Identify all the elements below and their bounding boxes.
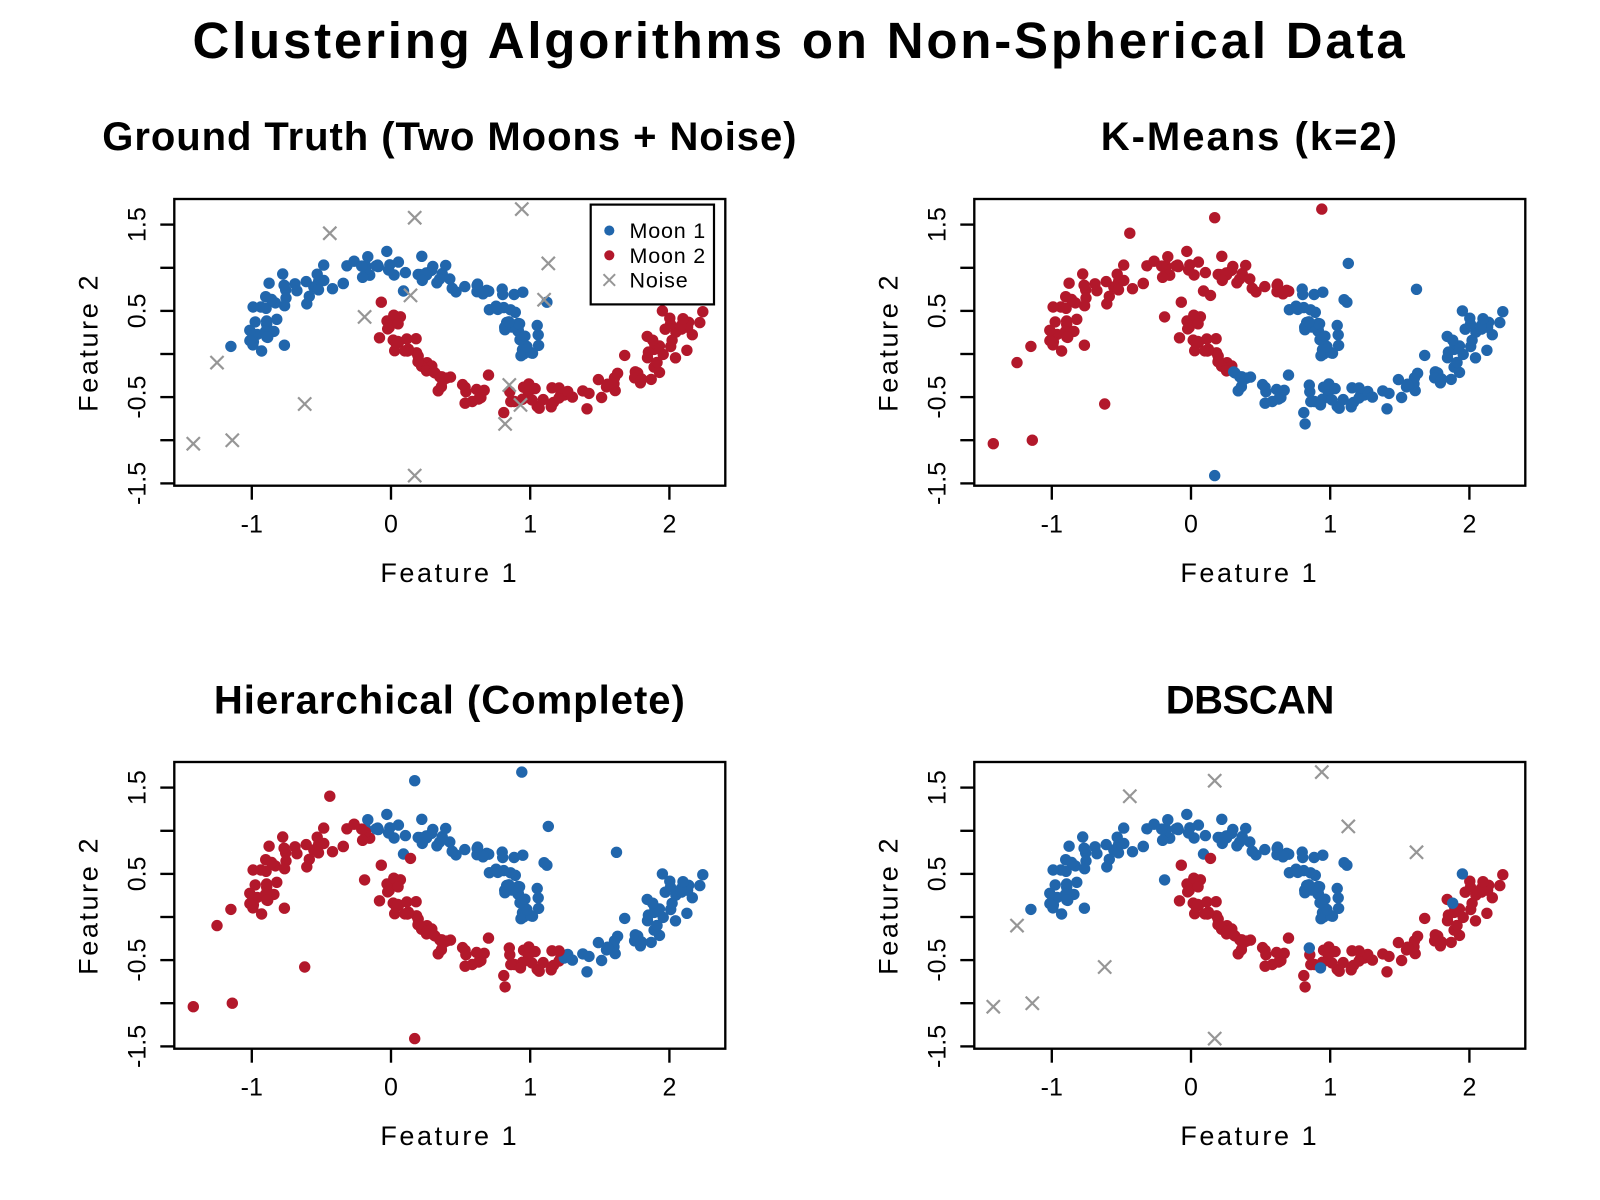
svg-text:Feature 1: Feature 1 [1180,1121,1319,1151]
svg-text:-1.5: -1.5 [923,1025,951,1068]
svg-text:1: 1 [523,1074,537,1102]
svg-text:-0.5: -0.5 [923,939,951,982]
svg-text:-0.5: -0.5 [923,376,951,419]
svg-text:Hierarchical (Complete): Hierarchical (Complete) [214,679,686,723]
svg-text:-1: -1 [241,511,263,539]
svg-text:-1: -1 [1041,511,1063,539]
svg-text:Moon 1: Moon 1 [630,219,707,243]
svg-text:K-Means (k=2): K-Means (k=2) [1101,115,1399,159]
svg-text:2: 2 [1462,511,1476,539]
svg-text:-1.5: -1.5 [123,1025,151,1068]
svg-text:Noise: Noise [630,269,689,293]
svg-text:-0.5: -0.5 [123,939,151,982]
svg-text:DBSCAN: DBSCAN [1166,679,1334,723]
svg-text:2: 2 [662,511,676,539]
svg-text:Feature 2: Feature 2 [73,273,103,412]
svg-text:1: 1 [523,511,537,539]
svg-text:Feature 2: Feature 2 [73,836,103,975]
svg-text:0: 0 [1184,511,1198,539]
svg-text:1.5: 1.5 [923,770,951,805]
svg-text:Clustering Algorithms on Non-S: Clustering Algorithms on Non-Spherical D… [192,12,1407,69]
svg-text:Feature 1: Feature 1 [380,1121,519,1151]
svg-text:-1: -1 [1041,1074,1063,1102]
svg-text:1.5: 1.5 [923,207,951,242]
svg-text:0.5: 0.5 [123,294,151,329]
svg-text:Feature 2: Feature 2 [873,273,903,412]
svg-text:0.5: 0.5 [923,857,951,892]
svg-text:0: 0 [384,511,398,539]
svg-text:1: 1 [1323,1074,1337,1102]
svg-text:0.5: 0.5 [923,294,951,329]
svg-text:0: 0 [384,1074,398,1102]
svg-text:2: 2 [662,1074,676,1102]
svg-text:Moon 2: Moon 2 [630,244,707,268]
svg-text:0: 0 [1184,1074,1198,1102]
svg-text:Feature 1: Feature 1 [1180,558,1319,588]
svg-text:1: 1 [1323,511,1337,539]
svg-text:0.5: 0.5 [123,857,151,892]
svg-text:Ground Truth (Two Moons + Nois: Ground Truth (Two Moons + Noise) [102,115,797,159]
svg-text:2: 2 [1462,1074,1476,1102]
svg-text:-0.5: -0.5 [123,376,151,419]
svg-text:-1: -1 [241,1074,263,1102]
svg-text:Feature 2: Feature 2 [873,836,903,975]
svg-text:1.5: 1.5 [123,207,151,242]
svg-text:-1.5: -1.5 [123,462,151,505]
svg-text:-1.5: -1.5 [923,462,951,505]
svg-text:Feature 1: Feature 1 [380,558,519,588]
svg-text:1.5: 1.5 [123,770,151,805]
